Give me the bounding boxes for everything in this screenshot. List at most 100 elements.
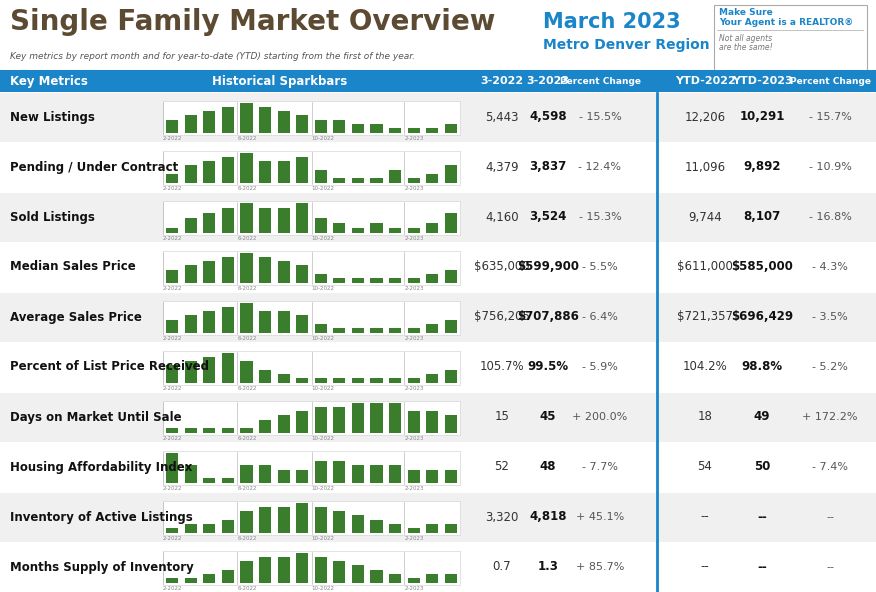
Bar	[278, 208, 290, 233]
Text: Housing Affordability Index: Housing Affordability Index	[10, 461, 193, 474]
Text: --: --	[701, 510, 710, 523]
Bar	[352, 565, 364, 583]
Bar	[352, 124, 364, 133]
Text: 6-2022: 6-2022	[237, 585, 257, 590]
Bar	[185, 115, 197, 133]
Bar	[445, 524, 456, 532]
Bar	[296, 503, 308, 532]
Text: 6-2022: 6-2022	[237, 385, 257, 391]
Bar	[296, 265, 308, 282]
Bar	[426, 223, 438, 233]
Bar	[0, 292, 876, 342]
Bar	[407, 469, 420, 482]
Text: 6-2022: 6-2022	[237, 485, 257, 491]
Text: 54: 54	[697, 461, 712, 474]
Bar	[407, 227, 420, 233]
Bar	[0, 143, 876, 192]
Bar	[278, 311, 290, 333]
Bar	[426, 574, 438, 583]
Text: 49: 49	[753, 410, 770, 423]
Bar	[333, 223, 345, 233]
Bar	[296, 552, 308, 583]
Bar	[222, 257, 234, 282]
Text: 2-2023: 2-2023	[405, 136, 424, 140]
Bar	[389, 128, 401, 133]
Bar	[389, 403, 401, 433]
Bar	[296, 115, 308, 133]
Bar	[333, 561, 345, 583]
Bar	[407, 178, 420, 182]
Text: Percent Change: Percent Change	[560, 76, 640, 85]
Text: 2-2022: 2-2022	[163, 436, 182, 440]
Bar	[278, 161, 290, 182]
Bar	[371, 403, 383, 433]
Bar	[241, 253, 252, 282]
Text: - 5.2%: - 5.2%	[812, 362, 848, 372]
Bar	[314, 120, 327, 133]
Text: - 12.4%: - 12.4%	[578, 162, 621, 172]
Text: 1.3: 1.3	[538, 561, 558, 574]
Bar	[445, 369, 456, 382]
Bar	[0, 243, 876, 292]
Text: 45: 45	[540, 410, 556, 423]
Bar	[389, 170, 401, 182]
Text: $611,000: $611,000	[677, 260, 733, 274]
Bar	[241, 102, 252, 133]
Bar	[296, 378, 308, 382]
Bar	[166, 428, 179, 433]
Text: 5,443: 5,443	[485, 111, 519, 124]
Bar	[278, 507, 290, 532]
Bar	[407, 128, 420, 133]
Text: - 7.4%: - 7.4%	[812, 462, 848, 472]
Bar	[352, 328, 364, 333]
Text: Inventory of Active Listings: Inventory of Active Listings	[10, 510, 193, 523]
Bar	[371, 520, 383, 532]
Bar	[389, 278, 401, 282]
Bar	[445, 416, 456, 433]
Text: Percent Change: Percent Change	[789, 76, 871, 85]
Bar	[314, 217, 327, 233]
Text: 10-2022: 10-2022	[312, 185, 335, 191]
Bar	[333, 178, 345, 182]
Text: 18: 18	[697, 410, 712, 423]
Bar	[445, 269, 456, 282]
Bar	[259, 369, 272, 382]
Text: + 172.2%: + 172.2%	[802, 412, 858, 422]
Bar	[296, 157, 308, 182]
Bar	[426, 274, 438, 282]
Text: $696,429: $696,429	[731, 310, 793, 323]
Text: 2-2023: 2-2023	[405, 285, 424, 291]
Text: 2-2023: 2-2023	[405, 436, 424, 440]
Bar	[166, 365, 179, 382]
Bar	[426, 524, 438, 532]
Text: 15: 15	[495, 410, 510, 423]
Bar	[389, 378, 401, 382]
Text: 8,107: 8,107	[744, 211, 781, 224]
Text: March 2023: March 2023	[543, 12, 681, 32]
Text: - 6.4%: - 6.4%	[582, 312, 618, 322]
Bar	[445, 574, 456, 583]
Bar	[352, 278, 364, 282]
Bar	[163, 500, 460, 535]
Bar	[371, 124, 383, 133]
Bar	[241, 303, 252, 333]
Text: 10-2022: 10-2022	[312, 236, 335, 240]
Bar	[163, 551, 460, 584]
Bar	[426, 128, 438, 133]
Text: 10-2022: 10-2022	[312, 485, 335, 491]
Text: 10-2022: 10-2022	[312, 585, 335, 590]
Text: - 4.3%: - 4.3%	[812, 262, 848, 272]
Bar	[0, 92, 876, 142]
Text: 2-2022: 2-2022	[163, 285, 182, 291]
Bar	[166, 528, 179, 532]
Text: 11,096: 11,096	[684, 160, 725, 173]
Text: --: --	[757, 510, 766, 523]
Text: 2-2023: 2-2023	[405, 385, 424, 391]
Text: - 15.7%: - 15.7%	[809, 112, 851, 122]
Bar	[222, 208, 234, 233]
Text: + 200.0%: + 200.0%	[572, 412, 627, 422]
Bar	[0, 542, 876, 592]
Bar	[185, 578, 197, 583]
Bar	[241, 428, 252, 433]
Bar	[222, 428, 234, 433]
